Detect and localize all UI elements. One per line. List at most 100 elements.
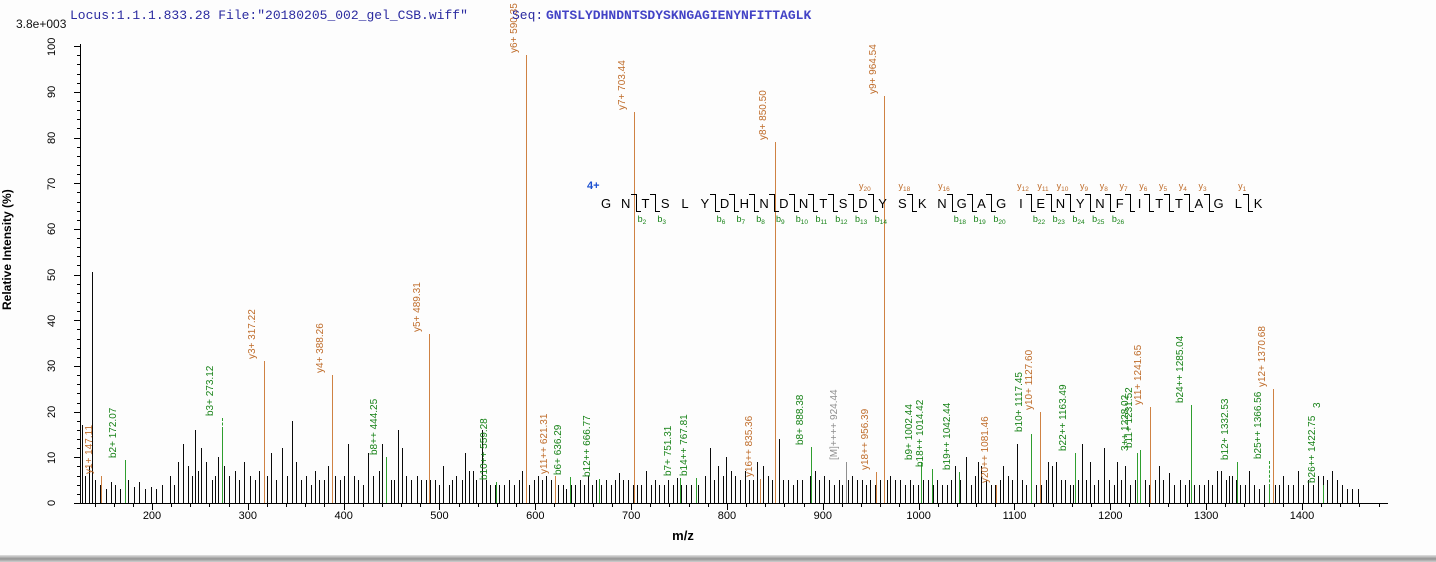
y-minor-tick bbox=[77, 64, 80, 66]
peak bbox=[522, 471, 524, 503]
peak bbox=[229, 475, 231, 503]
y-minor-tick bbox=[77, 356, 80, 358]
peak-label: b7+ 751.31 bbox=[663, 425, 675, 476]
peak bbox=[111, 482, 113, 503]
x-major-tick bbox=[247, 504, 249, 510]
peak bbox=[1125, 466, 1127, 503]
peak bbox=[1228, 475, 1230, 503]
peak bbox=[476, 480, 478, 503]
peak bbox=[452, 480, 454, 503]
x-major-tick bbox=[1206, 504, 1208, 510]
peak-label: b8++ 444.25 bbox=[369, 399, 381, 456]
peak bbox=[981, 466, 983, 503]
peak bbox=[425, 480, 427, 503]
y-minor-tick bbox=[77, 402, 80, 404]
peak bbox=[753, 480, 755, 503]
peak bbox=[681, 484, 683, 503]
x-minor-tick bbox=[516, 504, 518, 507]
peak-label: y4+ 388.26 bbox=[315, 323, 327, 374]
x-minor-tick bbox=[1148, 504, 1150, 507]
y-major-tick bbox=[74, 411, 80, 413]
peak bbox=[1089, 461, 1091, 503]
peak bbox=[1078, 480, 1080, 503]
x-minor-tick bbox=[861, 504, 863, 507]
peak-label: y11+ 1241.65 bbox=[1133, 344, 1145, 406]
peak bbox=[705, 475, 707, 503]
peak bbox=[797, 480, 799, 503]
x-minor-tick bbox=[458, 504, 460, 507]
peak bbox=[575, 484, 577, 503]
peak-y-ion bbox=[555, 475, 557, 503]
peak-label: b24++ 1285.04 bbox=[1174, 335, 1186, 403]
peak bbox=[134, 487, 136, 503]
y-minor-tick bbox=[77, 146, 80, 148]
y-tick-label: 70 bbox=[46, 177, 58, 190]
peak bbox=[1225, 480, 1227, 503]
peak bbox=[214, 475, 216, 503]
x-tick-label: 500 bbox=[430, 510, 449, 522]
x-tick-label: 200 bbox=[142, 510, 162, 522]
x-minor-tick bbox=[554, 504, 556, 507]
peak-b-ion bbox=[385, 457, 387, 503]
y-minor-tick bbox=[77, 493, 80, 495]
peak-y-ion bbox=[996, 484, 998, 503]
x-tick-label: 1300 bbox=[1193, 510, 1219, 522]
y-minor-tick bbox=[77, 155, 80, 157]
y-minor-tick bbox=[77, 484, 80, 486]
peak bbox=[787, 480, 789, 503]
peak bbox=[615, 480, 617, 503]
peak bbox=[482, 429, 484, 503]
peak-y-ion bbox=[876, 471, 878, 503]
y-major-tick bbox=[74, 274, 80, 276]
peak bbox=[1259, 489, 1261, 503]
peak bbox=[927, 480, 929, 503]
peak bbox=[206, 461, 208, 503]
peak bbox=[686, 484, 688, 503]
peak bbox=[757, 461, 759, 503]
y-tick-label: 60 bbox=[46, 223, 58, 236]
x-minor-tick bbox=[113, 504, 115, 507]
peak-label: y18++ 956.39 bbox=[859, 408, 871, 470]
peak bbox=[494, 484, 496, 503]
peak bbox=[1108, 480, 1110, 503]
y-minor-tick bbox=[77, 247, 80, 249]
y-minor-tick bbox=[77, 466, 80, 468]
peak bbox=[1217, 471, 1219, 503]
peak bbox=[622, 480, 624, 503]
y-minor-tick bbox=[77, 429, 80, 431]
peak-y-ion bbox=[884, 96, 886, 503]
x-major-tick bbox=[1110, 504, 1112, 510]
locus-file-label: Locus:1.1.1.833.28 File:"20180205_002_ge… bbox=[70, 8, 468, 23]
peak bbox=[875, 484, 877, 503]
peak bbox=[1268, 489, 1270, 503]
peak bbox=[546, 475, 548, 503]
peak bbox=[191, 475, 193, 503]
x-minor-tick bbox=[1225, 504, 1227, 507]
peak bbox=[762, 466, 764, 503]
peak bbox=[974, 475, 976, 503]
x-minor-tick bbox=[746, 504, 748, 507]
x-minor-tick bbox=[1340, 504, 1342, 507]
peak bbox=[1322, 475, 1324, 503]
peak bbox=[1093, 484, 1095, 503]
peak bbox=[619, 473, 621, 503]
peak-b-ion bbox=[1074, 452, 1076, 503]
peak-label-fragment: 3 bbox=[1311, 402, 1323, 408]
x-major-tick bbox=[1014, 504, 1016, 510]
peak bbox=[464, 452, 466, 503]
peak-y-ion bbox=[525, 55, 527, 503]
peak bbox=[430, 480, 432, 503]
peak bbox=[1064, 480, 1066, 503]
peak bbox=[334, 475, 336, 503]
x-minor-tick bbox=[956, 504, 958, 507]
peak bbox=[909, 480, 911, 503]
peak bbox=[305, 475, 307, 503]
peak-b-ion bbox=[931, 469, 933, 503]
peak-label: b6+ 636.29 bbox=[553, 424, 565, 475]
peak-y-ion bbox=[1149, 407, 1151, 503]
peak bbox=[950, 480, 952, 503]
peak bbox=[468, 471, 470, 503]
x-minor-tick bbox=[880, 504, 882, 507]
peak bbox=[150, 487, 152, 503]
